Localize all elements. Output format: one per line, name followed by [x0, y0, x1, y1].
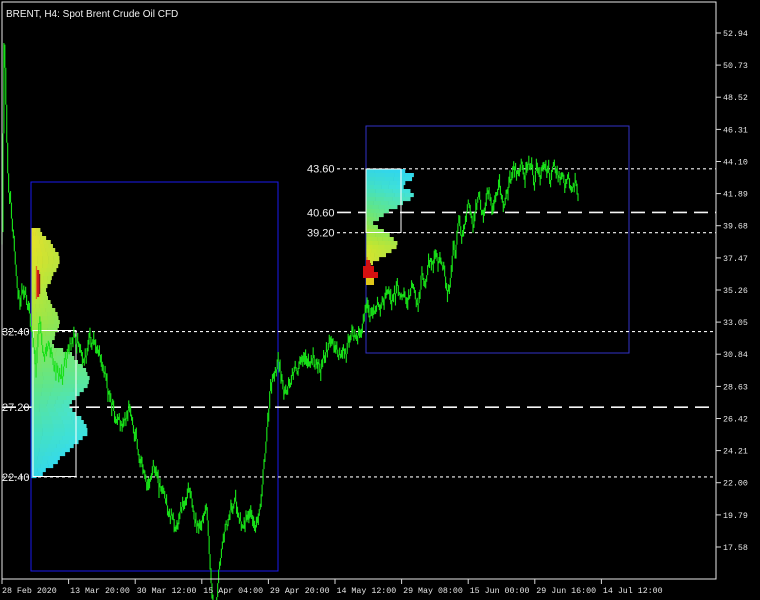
- svg-text:22.00: 22.00: [723, 480, 748, 489]
- svg-text:14 Jul 12:00: 14 Jul 12:00: [603, 586, 663, 596]
- svg-text:29 Jun 16:00: 29 Jun 16:00: [536, 587, 596, 596]
- svg-text:46.31: 46.31: [723, 126, 748, 135]
- svg-text:15 Jun 00:00: 15 Jun 00:00: [470, 587, 530, 596]
- svg-text:52.94: 52.94: [723, 30, 748, 39]
- svg-text:39.68: 39.68: [723, 223, 748, 232]
- svg-text:40.60: 40.60: [307, 207, 335, 219]
- svg-text:15 Apr 04:00: 15 Apr 04:00: [203, 587, 263, 596]
- svg-text:37.47: 37.47: [723, 255, 748, 264]
- svg-text:41.89: 41.89: [723, 191, 748, 200]
- svg-text:13 Mar 20:00: 13 Mar 20:00: [70, 587, 130, 596]
- svg-text:33.05: 33.05: [723, 319, 748, 328]
- svg-text:28 Feb 2020: 28 Feb 2020: [2, 586, 57, 596]
- svg-text:43.60: 43.60: [307, 164, 335, 176]
- svg-text:35.26: 35.26: [723, 287, 748, 296]
- svg-text:22.40: 22.40: [2, 472, 30, 484]
- svg-text:48.52: 48.52: [723, 94, 748, 103]
- svg-text:14 May 12:00: 14 May 12:00: [337, 587, 397, 596]
- svg-text:26.42: 26.42: [723, 416, 748, 425]
- svg-text:BRENT, H4: Spot Brent Crude O: BRENT, H4: Spot Brent Crude Oil CFD: [6, 9, 178, 20]
- svg-text:29 Apr 20:00: 29 Apr 20:00: [270, 587, 330, 596]
- svg-text:28.63: 28.63: [723, 383, 748, 392]
- svg-text:50.73: 50.73: [723, 62, 748, 71]
- svg-text:44.10: 44.10: [723, 159, 748, 168]
- svg-text:24.21: 24.21: [723, 448, 748, 457]
- svg-text:19.79: 19.79: [723, 512, 748, 521]
- svg-text:30.84: 30.84: [723, 351, 748, 360]
- svg-text:27.20: 27.20: [2, 402, 30, 414]
- svg-text:29 May 08:00: 29 May 08:00: [403, 587, 463, 596]
- svg-text:39.20: 39.20: [307, 228, 335, 240]
- svg-text:30 Mar 12:00: 30 Mar 12:00: [137, 587, 197, 596]
- svg-text:17.58: 17.58: [723, 544, 748, 553]
- svg-text:32.40: 32.40: [2, 327, 30, 339]
